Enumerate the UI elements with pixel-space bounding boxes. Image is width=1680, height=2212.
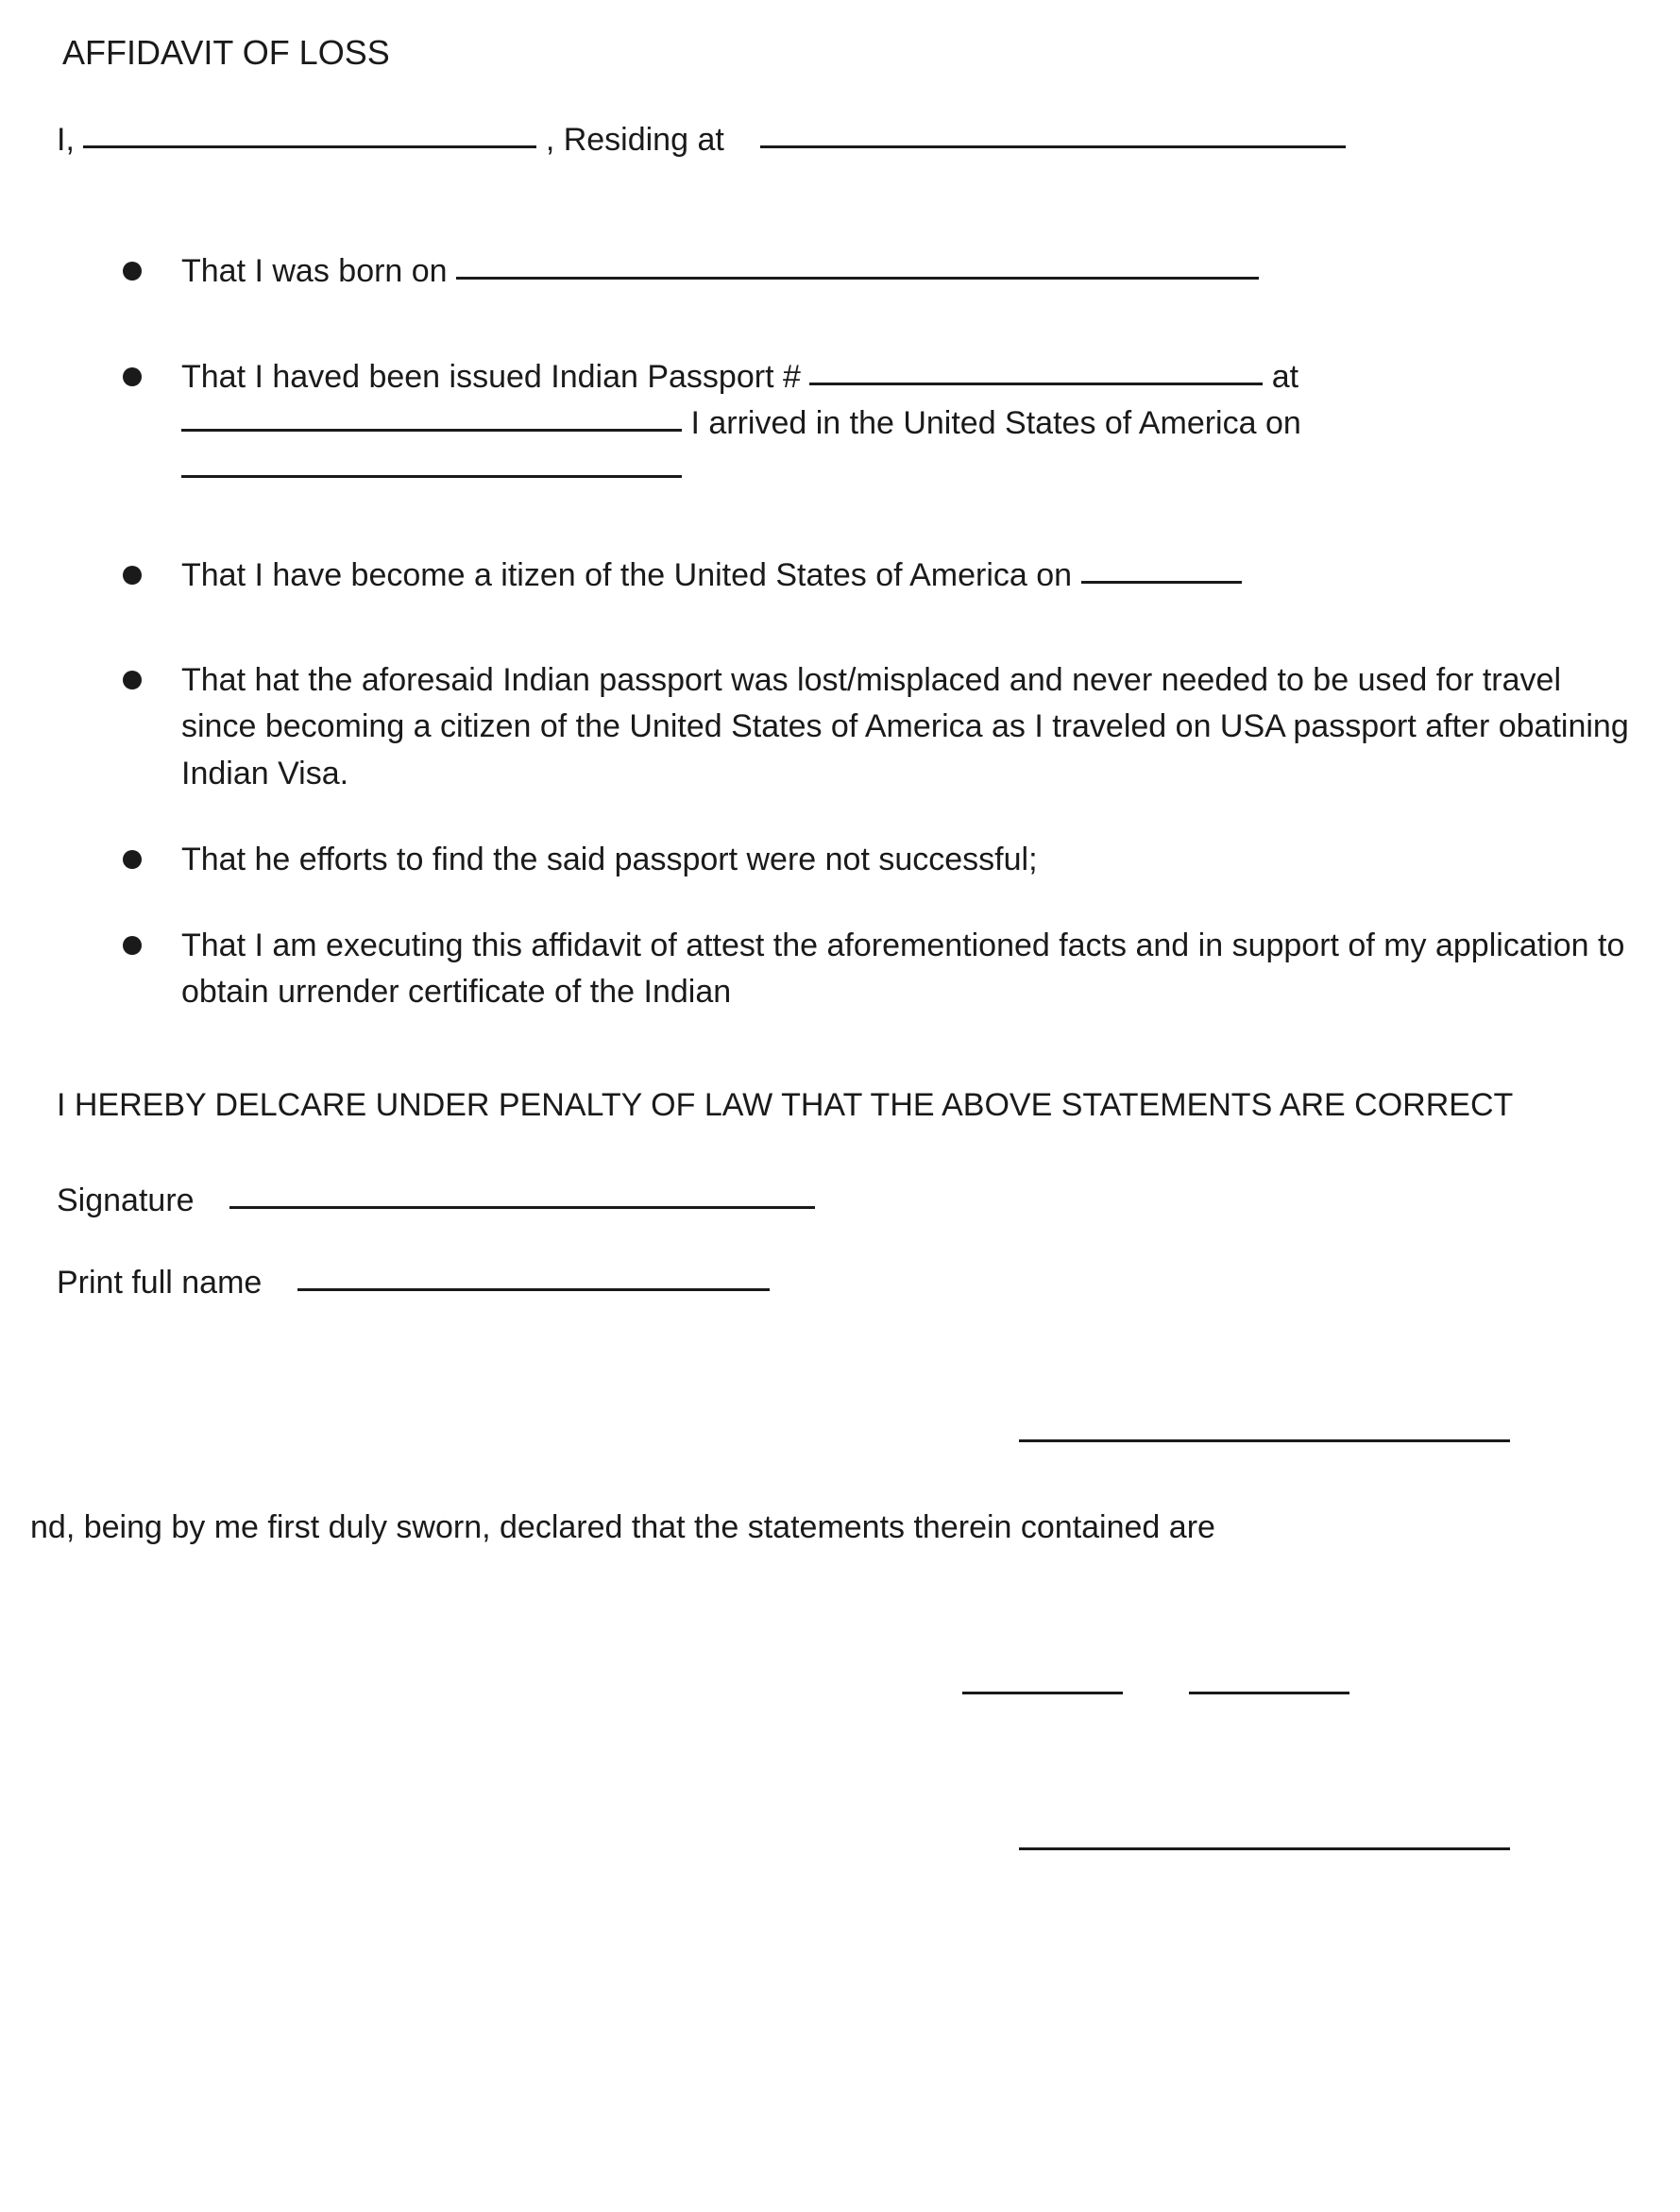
- bullet-content: That I was born on: [181, 248, 1633, 295]
- print-name-label: Print full name: [57, 1265, 262, 1301]
- bullet-content: That I have become a itizen of the Unite…: [181, 553, 1633, 599]
- signature-row: Signature: [57, 1178, 1633, 1224]
- bullet-text: at: [1263, 359, 1298, 395]
- bullet-item: That he efforts to find the said passpor…: [123, 837, 1633, 883]
- lower-blank-b[interactable]: [1189, 1662, 1349, 1694]
- right-blank-row-1: [57, 1411, 1633, 1457]
- signature-blank[interactable]: [229, 1177, 815, 1209]
- bullet-text: That I haved been issued Indian Passport…: [181, 359, 809, 395]
- residing-blank[interactable]: [760, 116, 1346, 148]
- fill-blank[interactable]: [809, 353, 1263, 385]
- name-blank[interactable]: [83, 116, 536, 148]
- fill-blank[interactable]: [456, 247, 1259, 280]
- right-blank-1[interactable]: [1019, 1410, 1510, 1442]
- bullet-content: That I am executing this affidavit of at…: [181, 923, 1633, 1016]
- bullet-content: That hat the aforesaid Indian passport w…: [181, 657, 1633, 797]
- bullet-content: That he efforts to find the said passpor…: [181, 837, 1633, 883]
- bullet-list: That I was born on That I haved been iss…: [123, 248, 1633, 1015]
- signature-label: Signature: [57, 1183, 195, 1218]
- sworn-text: nd, being by me first duly sworn, declar…: [30, 1505, 1633, 1551]
- declaration-text: I HEREBY DELCARE UNDER PENALTY OF LAW TH…: [57, 1082, 1633, 1129]
- bullet-content: That I haved been issued Indian Passport…: [181, 354, 1633, 494]
- bullet-item: That I haved been issued Indian Passport…: [123, 354, 1633, 494]
- bullet-item: That I am executing this affidavit of at…: [123, 923, 1633, 1016]
- bullet-item: That hat the aforesaid Indian passport w…: [123, 657, 1633, 797]
- fill-blank[interactable]: [181, 400, 682, 432]
- bottom-blank[interactable]: [1019, 1818, 1510, 1850]
- lower-blanks-row: [57, 1664, 1633, 1696]
- intro-prefix: I,: [57, 122, 75, 158]
- bullet-text: That I have become a itizen of the Unite…: [181, 557, 1081, 593]
- fill-blank[interactable]: [181, 446, 682, 478]
- bullet-text: That I am executing this affidavit of at…: [181, 927, 1624, 1010]
- bullet-text: I arrived in the United States of Americ…: [682, 405, 1301, 441]
- bullet-text: That I was born on: [181, 253, 456, 289]
- bullet-item: That I was born on: [123, 248, 1633, 295]
- intro-mid: , Residing at: [546, 122, 724, 158]
- lower-blank-a[interactable]: [962, 1662, 1123, 1694]
- bullet-item: That I have become a itizen of the Unite…: [123, 553, 1633, 599]
- print-name-blank[interactable]: [297, 1259, 770, 1291]
- bullet-text: That he efforts to find the said passpor…: [181, 842, 1038, 877]
- intro-line: I, , Residing at: [57, 117, 1633, 163]
- bottom-blank-row: [57, 1819, 1633, 1865]
- fill-blank[interactable]: [1081, 552, 1242, 584]
- print-name-row: Print full name: [57, 1260, 1633, 1306]
- document-title: AFFIDAVIT OF LOSS: [62, 28, 1633, 77]
- bullet-text: That hat the aforesaid Indian passport w…: [181, 662, 1629, 791]
